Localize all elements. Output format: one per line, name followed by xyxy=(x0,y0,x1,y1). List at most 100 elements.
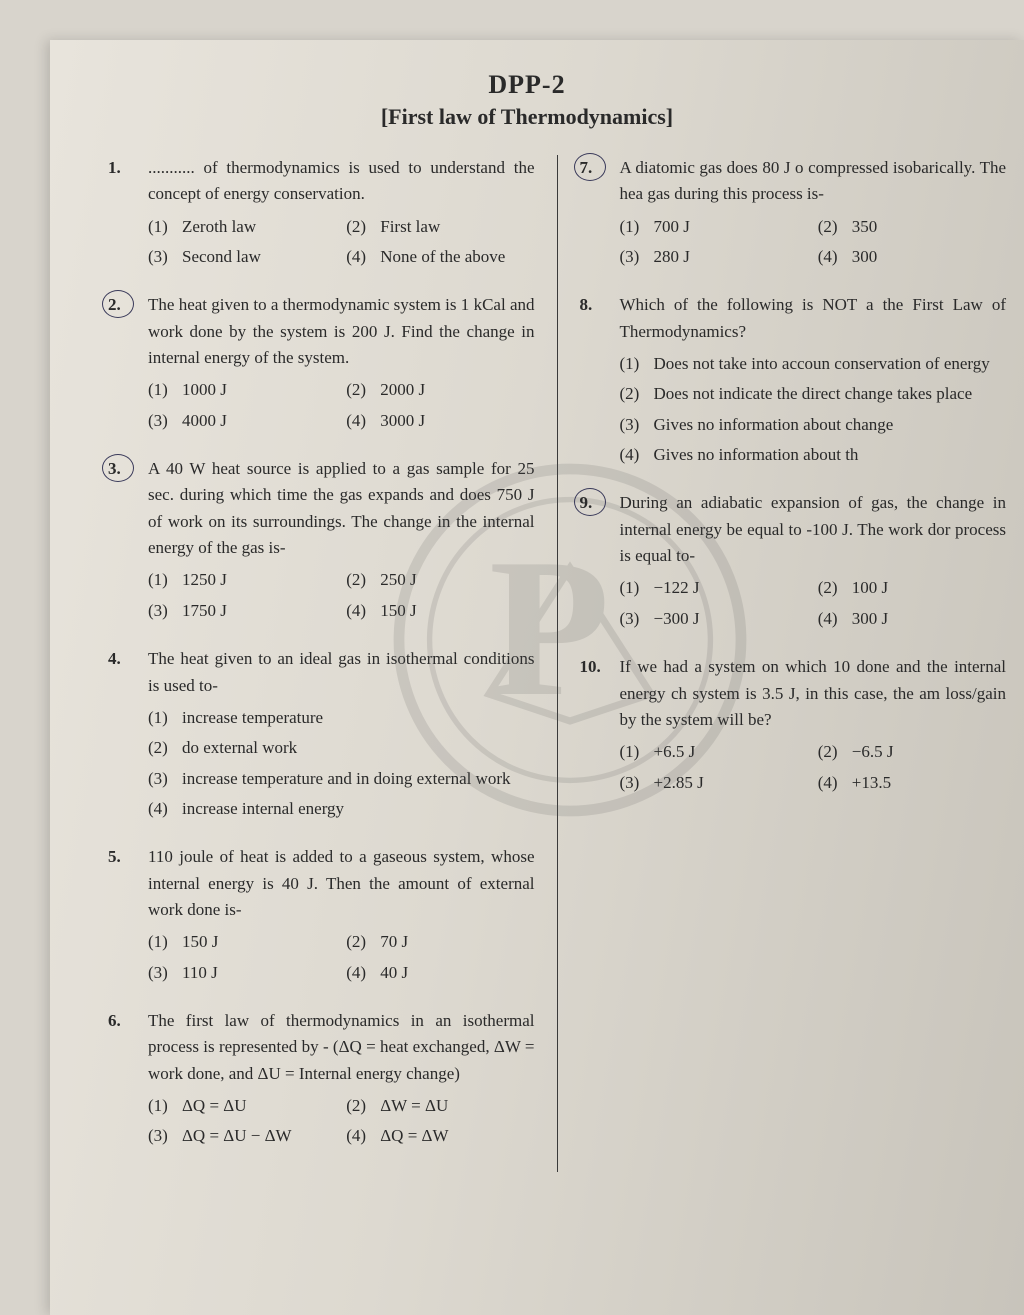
question: 6.The first law of thermodynamics in an … xyxy=(108,1008,535,1150)
option-text: −122 J xyxy=(654,575,700,601)
option-text: −300 J xyxy=(654,606,700,632)
option-text: 1750 J xyxy=(182,598,227,624)
question-number: 1. xyxy=(108,155,148,270)
option-text: 110 J xyxy=(182,960,218,986)
option-number: (1) xyxy=(148,1093,182,1119)
question-number: 8. xyxy=(580,292,620,468)
option-text: +2.85 J xyxy=(654,770,704,796)
options-grid: (1)1000 J (2)2000 J (3)4000 J (4)3000 J xyxy=(148,377,535,434)
option-text: 1000 J xyxy=(182,377,227,403)
option-text: +13.5 xyxy=(852,770,891,796)
header: DPP-2 [First law of Thermodynamics] xyxy=(90,70,1024,130)
option: (3)increase temperature and in doing ext… xyxy=(148,766,535,792)
question: 9.During an adiabatic expansion of gas, … xyxy=(580,490,1007,632)
option-number: (1) xyxy=(620,739,654,765)
option-text: 700 J xyxy=(654,214,690,240)
options-grid: (1)150 J (2)70 J (3)110 J (4)40 J xyxy=(148,929,535,986)
option: (1)+6.5 J xyxy=(620,739,808,765)
question-body: If we had a system on which 10 done and … xyxy=(620,654,1007,796)
question-number: 5. xyxy=(108,844,148,986)
question-stem: A 40 W heat source is applied to a gas s… xyxy=(148,456,535,561)
option: (2)350 xyxy=(818,214,1006,240)
question-number: 10. xyxy=(580,654,620,796)
option-text: 4000 J xyxy=(182,408,227,434)
option: (1)Does not take into accoun conservatio… xyxy=(620,351,1007,377)
option-number: (2) xyxy=(346,214,380,240)
option-number: (1) xyxy=(148,567,182,593)
option-text: ΔQ = ΔW xyxy=(380,1123,448,1149)
options-grid: (1)increase temperature (2)do external wo… xyxy=(148,705,535,822)
chapter-title: [First law of Thermodynamics] xyxy=(90,104,964,130)
option-number: (3) xyxy=(620,412,654,438)
question-number: 4. xyxy=(108,646,148,822)
question-stem: The first law of thermodynamics in an is… xyxy=(148,1008,535,1087)
options-grid: (1)ΔQ = ΔU(2)ΔW = ΔU(3)ΔQ = ΔU − ΔW(4)ΔQ… xyxy=(148,1093,535,1150)
question-columns: 1............ of thermodynamics is used … xyxy=(90,155,1024,1172)
option: (1)1000 J xyxy=(148,377,336,403)
question: 3.A 40 W heat source is applied to a gas… xyxy=(108,456,535,624)
option-text: First law xyxy=(380,214,440,240)
option-text: 150 J xyxy=(380,598,416,624)
option-number: (4) xyxy=(818,770,852,796)
question-body: 110 joule of heat is added to a gaseous … xyxy=(148,844,535,986)
option-text: Gives no information about th xyxy=(654,442,859,468)
option: (3)4000 J xyxy=(148,408,336,434)
option-text: 150 J xyxy=(182,929,218,955)
option-text: Second law xyxy=(182,244,261,270)
question-body: During an adiabatic expansion of gas, th… xyxy=(620,490,1007,632)
option: (1)increase temperature xyxy=(148,705,535,731)
option-number: (1) xyxy=(148,705,182,731)
option-number: (2) xyxy=(346,929,380,955)
question: 10.If we had a system on which 10 done a… xyxy=(580,654,1007,796)
option: (2)do external work xyxy=(148,735,535,761)
option-text: +6.5 J xyxy=(654,739,696,765)
option-number: (2) xyxy=(818,214,852,240)
option-text: 280 J xyxy=(654,244,690,270)
question-body: A 40 W heat source is applied to a gas s… xyxy=(148,456,535,624)
option: (3)ΔQ = ΔU − ΔW xyxy=(148,1123,336,1149)
question-stem: During an adiabatic expansion of gas, th… xyxy=(620,490,1007,569)
option-text: increase temperature xyxy=(182,705,323,731)
question-body: The first law of thermodynamics in an is… xyxy=(148,1008,535,1150)
question-body: The heat given to a thermodynamic system… xyxy=(148,292,535,434)
option: (4)3000 J xyxy=(346,408,534,434)
question-stem: ........... of thermodynamics is used to… xyxy=(148,155,535,208)
option: (1)700 J xyxy=(620,214,808,240)
options-grid: (1)700 J(2)350(3)280 J(4)300 xyxy=(620,214,1007,271)
option: (4)ΔQ = ΔW xyxy=(346,1123,534,1149)
option: (1)ΔQ = ΔU xyxy=(148,1093,336,1119)
option: (2)70 J xyxy=(346,929,534,955)
option: (3)110 J xyxy=(148,960,336,986)
option: (4)150 J xyxy=(346,598,534,624)
option: (2)2000 J xyxy=(346,377,534,403)
option-number: (3) xyxy=(148,1123,182,1149)
option-text: increase internal energy xyxy=(182,796,344,822)
option: (3)+2.85 J xyxy=(620,770,808,796)
option-text: Zeroth law xyxy=(182,214,256,240)
option-text: ΔQ = ΔU xyxy=(182,1093,247,1119)
option-number: (1) xyxy=(148,929,182,955)
option: (3)280 J xyxy=(620,244,808,270)
option-text: −6.5 J xyxy=(852,739,894,765)
option-text: Does not take into accoun conservation o… xyxy=(654,351,990,377)
option-number: (1) xyxy=(620,575,654,601)
option: (1)1250 J xyxy=(148,567,336,593)
question-number: 2. xyxy=(108,292,148,434)
option: (4)40 J xyxy=(346,960,534,986)
option-number: (4) xyxy=(620,442,654,468)
option-number: (4) xyxy=(818,244,852,270)
question: 8.Which of the following is NOT a the Fi… xyxy=(580,292,1007,468)
option-text: Does not indicate the direct change take… xyxy=(654,381,973,407)
option: (1)Zeroth law xyxy=(148,214,336,240)
option-number: (2) xyxy=(346,377,380,403)
option-number: (3) xyxy=(148,960,182,986)
option: (3)Second law xyxy=(148,244,336,270)
option: (1)−122 J xyxy=(620,575,808,601)
option-text: 250 J xyxy=(380,567,416,593)
option: (1)150 J xyxy=(148,929,336,955)
option-text: None of the above xyxy=(380,244,505,270)
option-number: (1) xyxy=(620,214,654,240)
option-number: (4) xyxy=(818,606,852,632)
option-text: 1250 J xyxy=(182,567,227,593)
option-number: (4) xyxy=(346,244,380,270)
